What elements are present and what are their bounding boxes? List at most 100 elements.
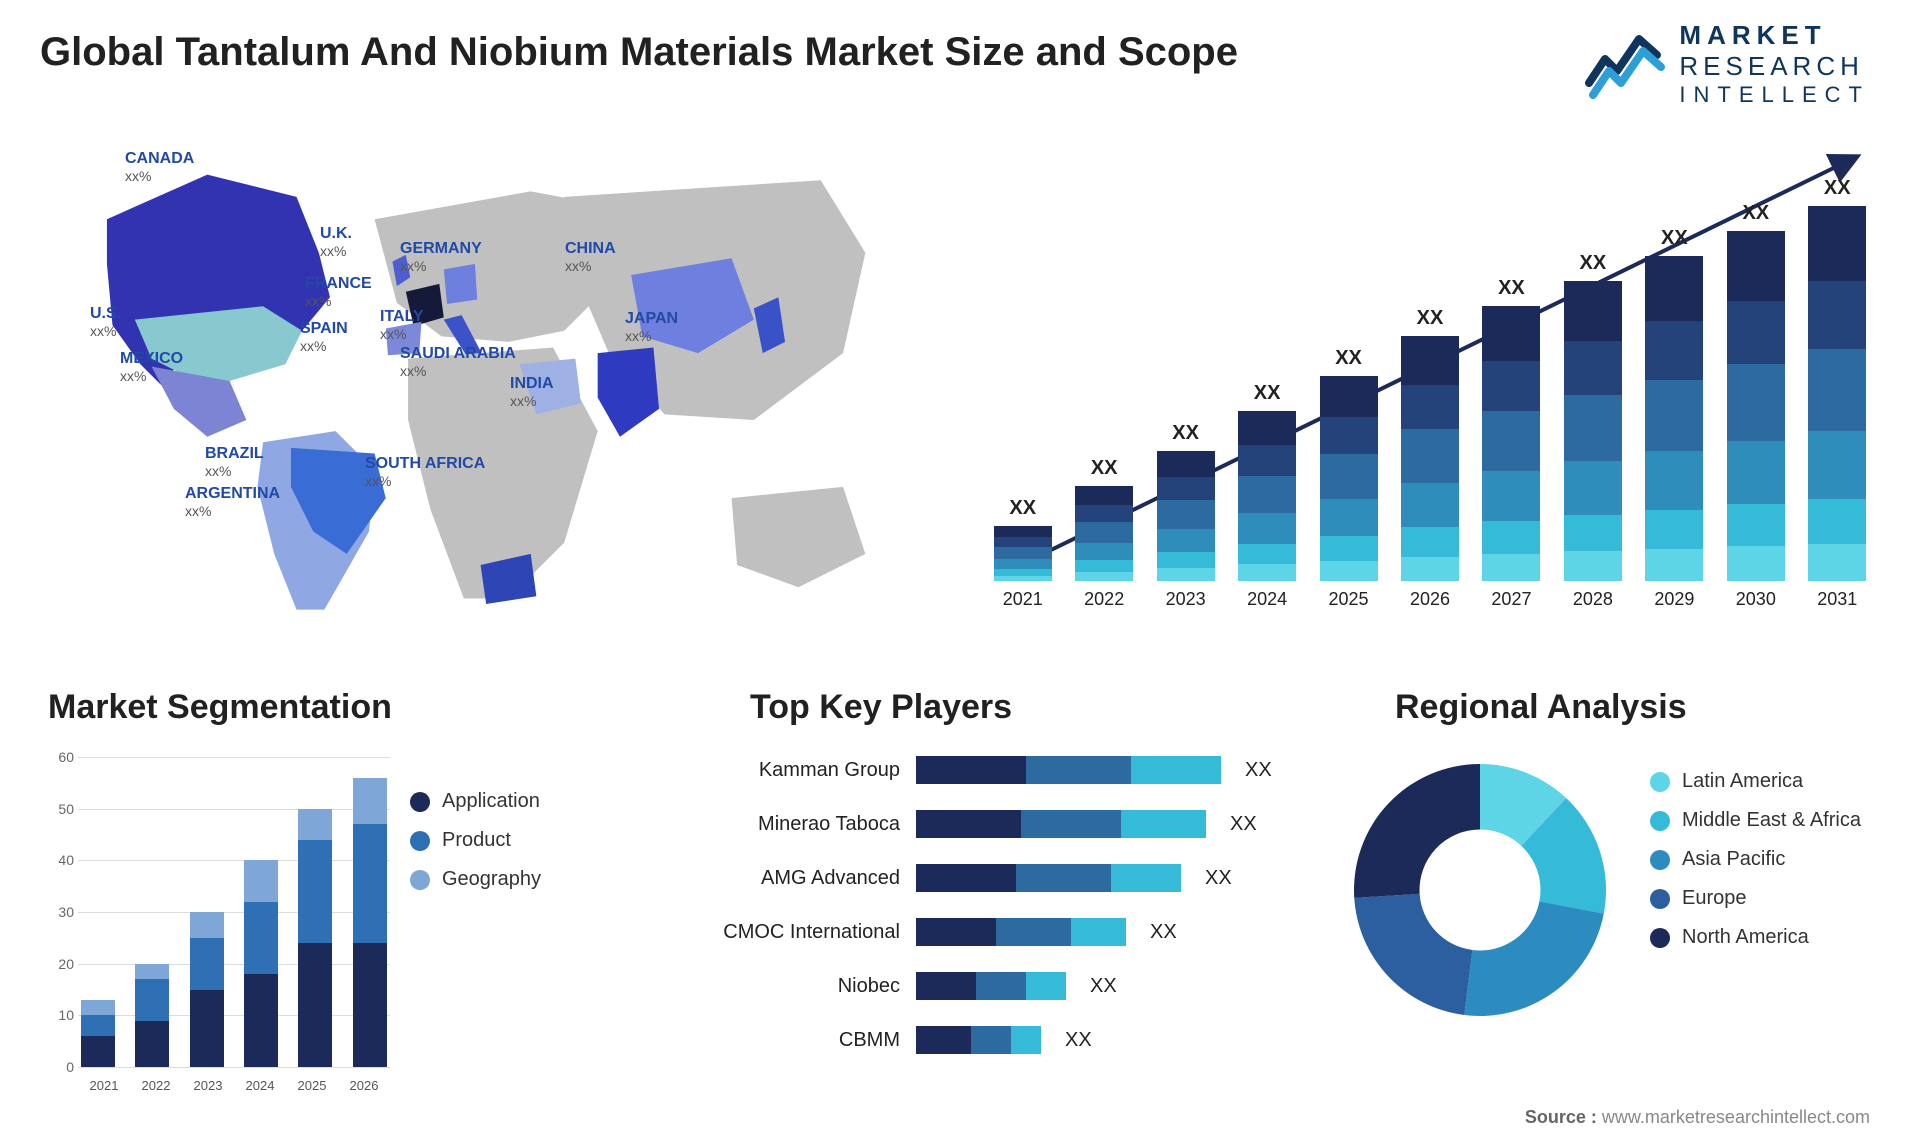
- growth-bar-segment: [1482, 411, 1540, 472]
- seg-legend-item-application: Application: [410, 790, 640, 813]
- growth-bar-segment: [1564, 551, 1622, 581]
- growth-bar-segment: [1401, 336, 1459, 385]
- seg-xlabel: 2026: [350, 1078, 379, 1093]
- world-map-panel: CANADAxx%U.S.xx%MEXICOxx%BRAZILxx%ARGENT…: [40, 130, 910, 660]
- seg-bar-2022: [135, 964, 169, 1067]
- segmentation-bar-chart: 0102030405060 202120222023202420252026: [30, 745, 390, 1095]
- key-player-value: XX: [1205, 867, 1232, 890]
- growth-bar-value: XX: [1417, 307, 1444, 330]
- key-player-name: Kamman Group: [700, 759, 900, 782]
- key-player-bar-segment: [916, 918, 996, 946]
- growth-bar-segment: [994, 547, 1052, 559]
- growth-bar-segment: [1482, 361, 1540, 411]
- growth-bar-2026: XX 2026: [1397, 307, 1462, 610]
- seg-bar-segment-product: [135, 979, 169, 1020]
- seg-bar-2026: [353, 778, 387, 1067]
- growth-bar-segment: [1645, 451, 1703, 510]
- growth-bar-value: XX: [1335, 347, 1362, 370]
- growth-bar-value: XX: [1009, 497, 1036, 520]
- map-label-brazil: BRAZILxx%: [205, 445, 264, 479]
- growth-bar-segment: [1645, 256, 1703, 321]
- seg-bar-2025: [298, 809, 332, 1067]
- growth-bar-segment: [1075, 486, 1133, 505]
- growth-bar-year: 2026: [1410, 589, 1450, 610]
- growth-bar-year: 2024: [1247, 589, 1287, 610]
- key-player-value: XX: [1150, 921, 1177, 944]
- seg-xlabel: 2023: [194, 1078, 223, 1093]
- growth-bar-segment: [1320, 536, 1378, 561]
- seg-bar-segment-application: [244, 974, 278, 1067]
- key-player-name: Niobec: [700, 975, 900, 998]
- key-player-bar-segment: [1016, 864, 1111, 892]
- growth-bar-segment: [1808, 281, 1866, 349]
- growth-bar-2023: XX2023: [1153, 422, 1218, 610]
- growth-bar-segment: [1727, 504, 1785, 546]
- growth-bar-year: 2030: [1736, 589, 1776, 610]
- logo-mark-icon: [1585, 25, 1665, 103]
- key-player-row: AMG AdvancedXX: [700, 858, 1290, 898]
- key-player-bar-segment: [1026, 756, 1131, 784]
- seg-bar-segment-geography: [244, 860, 278, 901]
- map-label-u.k.: U.K.xx%: [320, 225, 352, 259]
- growth-bar-segment: [1727, 546, 1785, 581]
- key-player-bar-segment: [996, 918, 1071, 946]
- donut-slice-europe: [1354, 894, 1472, 1015]
- logo-text-1: MARKET: [1679, 20, 1870, 51]
- seg-ytick: 50: [58, 801, 74, 817]
- key-player-bar-segment: [916, 864, 1016, 892]
- key-player-bar-segment: [916, 810, 1021, 838]
- growth-bar-segment: [1157, 552, 1215, 568]
- growth-bar-segment: [1157, 568, 1215, 581]
- seg-ytick: 10: [58, 1007, 74, 1023]
- segmentation-legend: ApplicationProductGeography: [410, 790, 640, 907]
- growth-bar-value: XX: [1661, 227, 1688, 250]
- map-label-germany: GERMANYxx%: [400, 240, 482, 274]
- key-player-name: Minerao Taboca: [700, 813, 900, 836]
- growth-bar-value: XX: [1824, 177, 1851, 200]
- key-player-bar-segment: [971, 1026, 1011, 1054]
- growth-bar-segment: [1320, 454, 1378, 499]
- seg-ytick: 0: [66, 1059, 74, 1075]
- regional-legend-item: Asia Pacific: [1650, 848, 1870, 871]
- key-player-bar-segment: [976, 972, 1026, 1000]
- growth-bar-year: 2028: [1573, 589, 1613, 610]
- map-label-argentina: ARGENTINAxx%: [185, 485, 280, 519]
- growth-bar-segment: [1564, 281, 1622, 341]
- seg-legend-item-geography: Geography: [410, 868, 640, 891]
- seg-bar-segment-product: [298, 840, 332, 943]
- growth-bar-segment: [1075, 505, 1133, 522]
- seg-ytick: 60: [58, 749, 74, 765]
- source-attribution: Source : www.marketresearchintellect.com: [1525, 1107, 1870, 1128]
- growth-bar-segment: [1320, 417, 1378, 454]
- donut-slice-north-america: [1354, 764, 1480, 898]
- regional-legend: Latin America Middle East & Africa Asia Pa…: [1650, 770, 1870, 965]
- regional-legend-item: Latin America: [1650, 770, 1870, 793]
- growth-bar-2022: XX2022: [1071, 457, 1136, 610]
- growth-bar-segment: [1238, 544, 1296, 564]
- growth-bar-segment: [1645, 380, 1703, 452]
- seg-xlabel: 2021: [90, 1078, 119, 1093]
- map-label-south-africa: SOUTH AFRICAxx%: [365, 455, 485, 489]
- growth-bar-segment: [1320, 561, 1378, 582]
- key-player-row: CBMMXX: [700, 1020, 1290, 1060]
- growth-bar-segment: [1808, 544, 1866, 582]
- seg-bar-segment-application: [298, 943, 332, 1067]
- key-player-row: Minerao TabocaXX: [700, 804, 1290, 844]
- growth-bar-value: XX: [1742, 202, 1769, 225]
- page-title: Global Tantalum And Niobium Materials Ma…: [40, 30, 1238, 75]
- growth-bar-segment: [1238, 411, 1296, 445]
- growth-bar-2027: XX2027: [1479, 277, 1544, 610]
- growth-bar-year: 2021: [1003, 589, 1043, 610]
- growth-bar-segment: [1238, 476, 1296, 513]
- brand-logo: MARKET RESEARCH INTELLECT: [1585, 20, 1870, 108]
- regional-legend-item: Middle East & Africa: [1650, 809, 1870, 832]
- seg-ytick: 40: [58, 852, 74, 868]
- key-player-bar-segment: [916, 1026, 971, 1054]
- growth-bar-segment: [1075, 572, 1133, 582]
- growth-bar-segment: [1401, 483, 1459, 527]
- growth-bar-2031: XX2031: [1805, 177, 1870, 610]
- growth-bar-segment: [994, 576, 1052, 582]
- growth-bar-segment: [1401, 429, 1459, 483]
- key-player-value: XX: [1090, 975, 1117, 998]
- source-label: Source :: [1525, 1107, 1597, 1127]
